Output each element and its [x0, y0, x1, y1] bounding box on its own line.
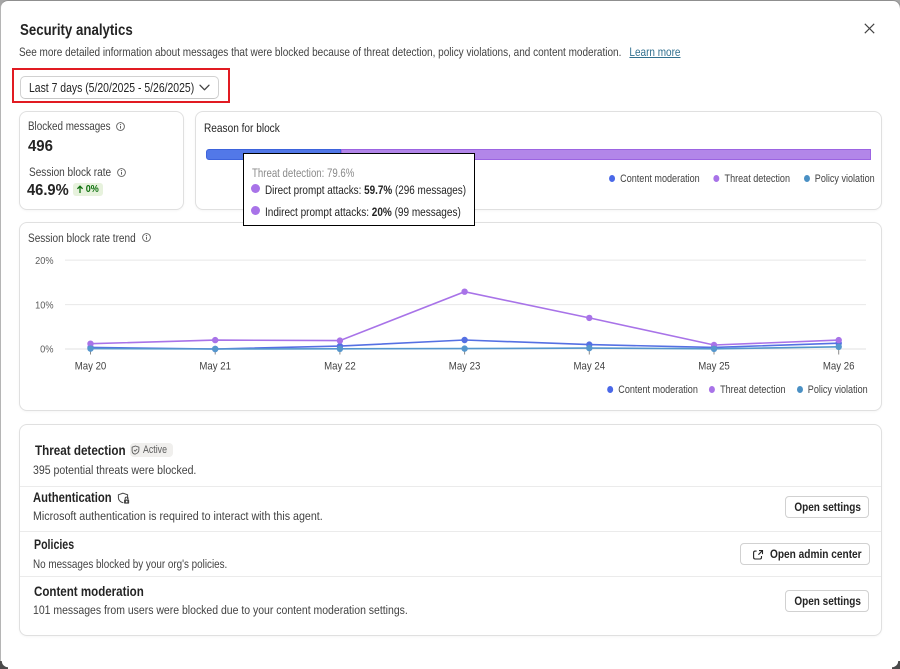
svg-text:May 22: May 22 — [324, 361, 356, 373]
svg-text:0%: 0% — [40, 344, 53, 356]
svg-text:May 26: May 26 — [823, 361, 855, 373]
svg-text:10%: 10% — [35, 299, 53, 311]
svg-text:20%: 20% — [35, 255, 53, 267]
svg-text:May 24: May 24 — [574, 361, 606, 373]
svg-text:May 21: May 21 — [199, 361, 231, 373]
svg-text:May 25: May 25 — [698, 361, 730, 373]
svg-text:May 23: May 23 — [449, 361, 481, 373]
svg-text:May 20: May 20 — [75, 361, 107, 373]
